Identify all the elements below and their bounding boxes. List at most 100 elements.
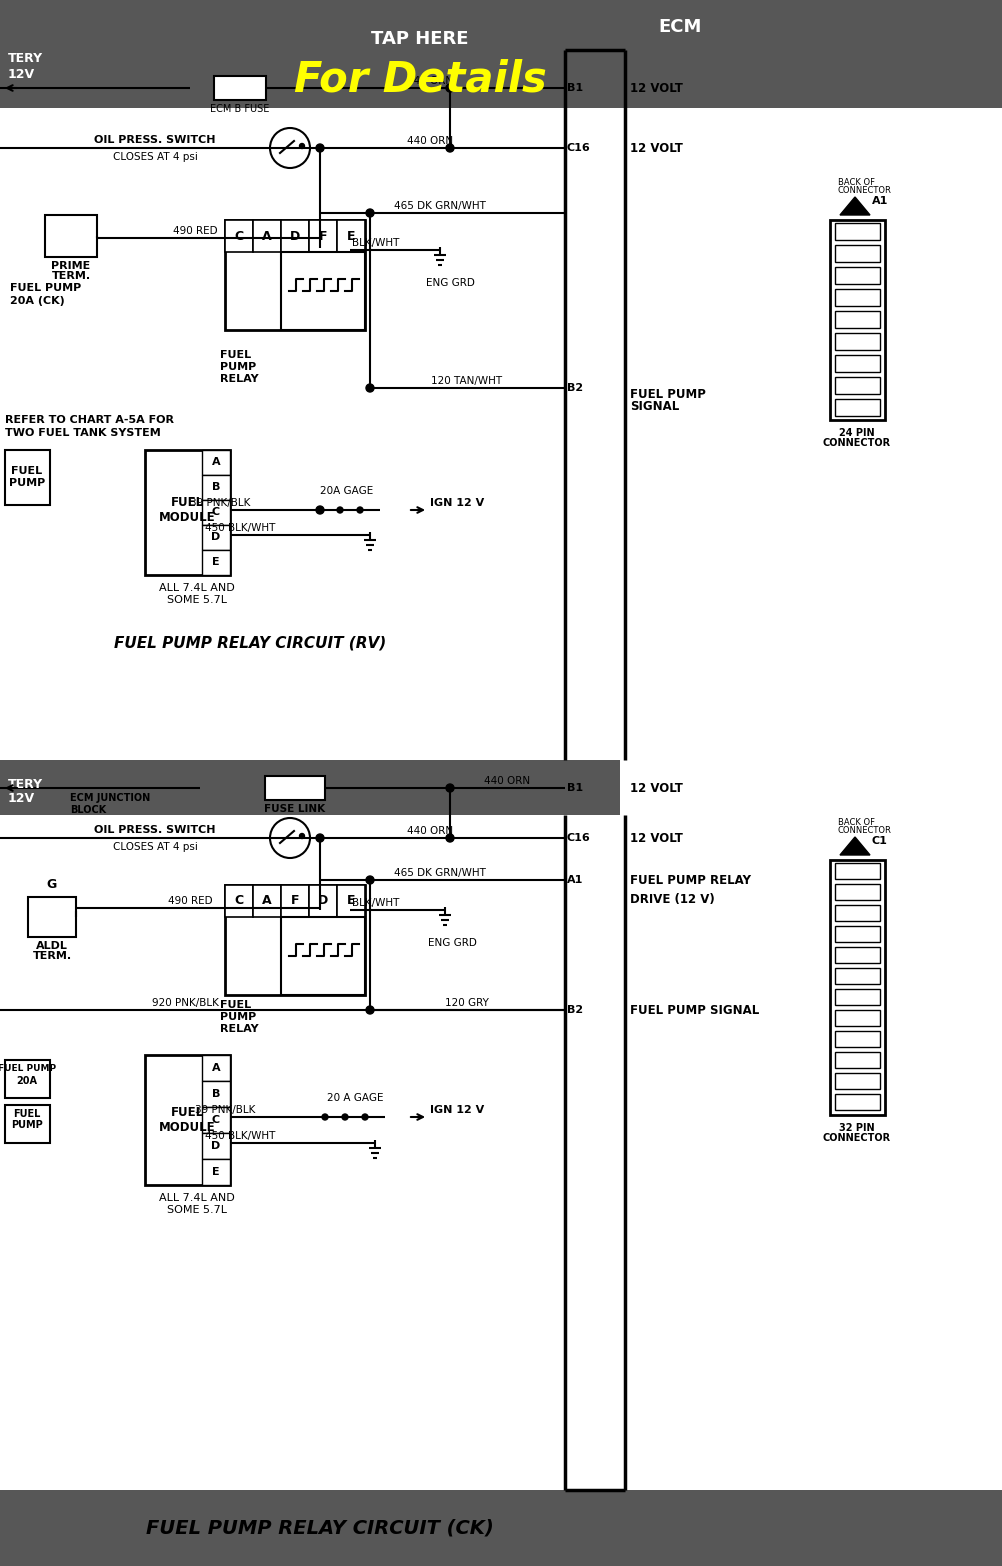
Text: CONNECTOR: CONNECTOR: [823, 1132, 891, 1143]
Circle shape: [366, 208, 374, 218]
Text: OIL PRESS. SWITCH: OIL PRESS. SWITCH: [94, 135, 215, 146]
Polygon shape: [840, 836, 870, 855]
Text: 490 RED: 490 RED: [167, 896, 212, 907]
Bar: [835, 1030, 880, 1048]
Text: TAP HERE: TAP HERE: [372, 30, 469, 49]
Text: ALDL: ALDL: [36, 941, 68, 951]
Bar: [202, 1081, 230, 1107]
Text: B1: B1: [567, 783, 583, 792]
Text: REFER TO CHART A-5A FOR: REFER TO CHART A-5A FOR: [5, 415, 174, 424]
Circle shape: [300, 144, 305, 149]
Bar: [202, 449, 230, 474]
Bar: [0, 0, 1002, 108]
Text: FUEL PUMP RELAY CIRCUIT (CK): FUEL PUMP RELAY CIRCUIT (CK): [146, 1519, 494, 1538]
Circle shape: [362, 1113, 368, 1120]
Text: ALL 7.4L AND: ALL 7.4L AND: [159, 583, 234, 594]
Text: 490 RED: 490 RED: [172, 226, 217, 236]
Text: 12V: 12V: [8, 791, 35, 805]
Text: SOME 5.7L: SOME 5.7L: [167, 595, 227, 604]
Text: 12 VOLT: 12 VOLT: [630, 141, 683, 155]
Text: 120 GRY: 120 GRY: [445, 998, 489, 1009]
Text: 20A (CK): 20A (CK): [10, 296, 65, 305]
Bar: [337, 219, 365, 252]
Bar: [45, 215, 97, 257]
Text: 440 ORN: 440 ORN: [484, 777, 530, 786]
Text: 24 PIN: 24 PIN: [840, 428, 875, 438]
Bar: [202, 1107, 230, 1132]
Circle shape: [300, 833, 305, 838]
Bar: [835, 222, 880, 240]
Text: CONNECTOR: CONNECTOR: [838, 186, 892, 196]
Text: 120 TAN/WHT: 120 TAN/WHT: [432, 376, 503, 385]
Text: B: B: [211, 482, 220, 492]
Bar: [145, 1055, 230, 1185]
Bar: [835, 266, 880, 283]
Text: ENG GRD: ENG GRD: [426, 279, 474, 288]
Text: DRIVE (12 V): DRIVE (12 V): [630, 893, 714, 907]
Text: 920 PNK/BLK: 920 PNK/BLK: [151, 998, 218, 1009]
Text: 450 BLK/WHT: 450 BLK/WHT: [204, 1131, 276, 1142]
Text: OIL PRESS. SWITCH: OIL PRESS. SWITCH: [94, 825, 215, 835]
Text: A: A: [211, 457, 220, 467]
Bar: [309, 219, 337, 252]
Text: FUEL PUMP: FUEL PUMP: [630, 388, 705, 401]
Text: 32 PIN: 32 PIN: [840, 1123, 875, 1132]
Text: FUSE LINK: FUSE LINK: [265, 803, 326, 814]
Circle shape: [366, 875, 374, 883]
Bar: [830, 860, 885, 1115]
Text: 12 VOLT: 12 VOLT: [630, 781, 683, 794]
Bar: [202, 1132, 230, 1159]
Circle shape: [316, 506, 324, 514]
Circle shape: [322, 1113, 328, 1120]
Text: C16: C16: [567, 143, 591, 153]
Text: FUEL: FUEL: [220, 1001, 252, 1010]
Circle shape: [316, 144, 324, 152]
Bar: [0, 760, 620, 814]
Bar: [5, 449, 50, 504]
Text: BACK OF: BACK OF: [838, 179, 875, 186]
Circle shape: [446, 835, 454, 843]
Text: A1: A1: [872, 196, 889, 207]
Text: 440 ORN: 440 ORN: [407, 825, 453, 836]
Text: For Details: For Details: [294, 58, 546, 100]
Text: CLOSES AT 4 psi: CLOSES AT 4 psi: [112, 152, 197, 161]
Circle shape: [446, 85, 454, 92]
Circle shape: [446, 785, 454, 792]
Text: G: G: [47, 879, 57, 891]
Bar: [253, 885, 281, 918]
Bar: [337, 885, 365, 918]
Text: E: E: [212, 1167, 219, 1178]
Text: RELAY: RELAY: [220, 1024, 259, 1034]
Bar: [281, 918, 365, 994]
Bar: [5, 1060, 50, 1098]
Text: 12 VOLT: 12 VOLT: [630, 832, 683, 844]
Bar: [835, 1010, 880, 1026]
Bar: [281, 252, 365, 330]
Bar: [835, 244, 880, 262]
Text: F: F: [291, 894, 300, 908]
Text: 20A: 20A: [16, 1076, 37, 1085]
Text: FUEL PUMP SIGNAL: FUEL PUMP SIGNAL: [630, 1004, 760, 1016]
Text: D: D: [290, 230, 301, 243]
Text: CONNECTOR: CONNECTOR: [838, 825, 892, 835]
Text: FUEL
PUMP: FUEL PUMP: [9, 467, 45, 487]
Bar: [202, 525, 230, 550]
Bar: [214, 77, 266, 100]
Text: 450 BLK/WHT: 450 BLK/WHT: [204, 523, 276, 532]
Bar: [145, 449, 230, 575]
Text: FUEL PUMP RELAY CIRCUIT (RV): FUEL PUMP RELAY CIRCUIT (RV): [114, 634, 386, 650]
Text: FUEL: FUEL: [220, 349, 252, 360]
Bar: [835, 968, 880, 983]
Bar: [225, 885, 365, 994]
Text: TERY: TERY: [8, 52, 43, 64]
Text: D: D: [318, 894, 328, 908]
Text: 465 DK GRN/WHT: 465 DK GRN/WHT: [394, 200, 486, 211]
Text: CONNECTOR: CONNECTOR: [823, 438, 891, 448]
Text: FUEL PUMP RELAY: FUEL PUMP RELAY: [630, 874, 752, 886]
Text: E: E: [347, 230, 356, 243]
Bar: [225, 219, 365, 330]
Bar: [835, 883, 880, 900]
Text: D: D: [211, 532, 220, 542]
Bar: [202, 1055, 230, 1081]
Bar: [225, 219, 253, 252]
